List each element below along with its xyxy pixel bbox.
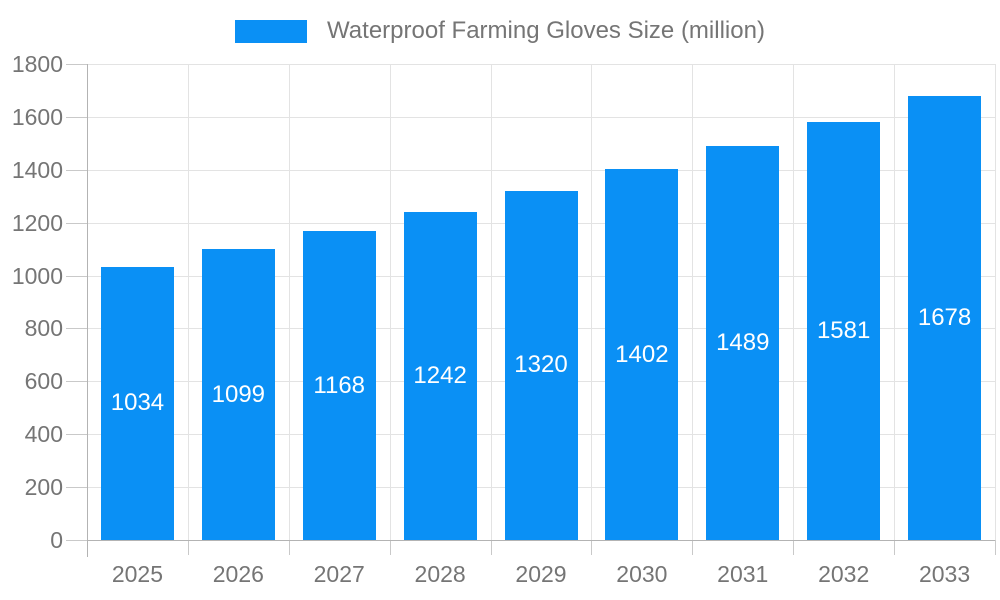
x-axis-tick-label: 2026	[212, 561, 264, 587]
y-axis-tick	[66, 116, 87, 118]
x-gridline	[793, 64, 795, 540]
x-gridline	[591, 64, 593, 540]
x-gridline	[995, 64, 996, 540]
bar	[302, 231, 376, 540]
y-axis-tick-label: 1800	[11, 51, 63, 77]
y-axis-tick	[66, 222, 87, 224]
x-gridline	[187, 64, 189, 540]
x-axis-tick	[389, 540, 391, 555]
y-axis-tick	[66, 328, 87, 330]
y-axis-tick	[66, 275, 87, 277]
bar-value-label: 1489	[716, 329, 770, 357]
x-axis-tick	[692, 540, 694, 555]
legend-label: Waterproof Farming Gloves Size (million)	[327, 17, 765, 44]
y-axis-tick-label: 1400	[11, 156, 63, 183]
bar	[100, 266, 174, 540]
bar	[807, 121, 881, 540]
y-axis-tick-label: 0	[50, 527, 63, 553]
bar-value-label: 1320	[514, 351, 568, 379]
x-axis-tick	[187, 540, 189, 555]
y-axis-tick	[66, 64, 87, 65]
x-axis-tick-label: 2027	[313, 561, 365, 587]
x-axis-tick-label: 2025	[111, 561, 164, 587]
y-axis-tick-label: 600	[24, 368, 63, 395]
x-axis-tick-label: 2031	[717, 561, 769, 587]
x-axis-tick	[591, 540, 593, 555]
y-axis-tick	[66, 540, 87, 541]
y-axis-tick-label: 1600	[11, 103, 63, 130]
x-gridline	[288, 64, 290, 540]
x-gridline	[389, 64, 391, 540]
y-gridline	[87, 169, 995, 171]
legend-swatch	[235, 19, 308, 43]
x-axis-tick-label: 2028	[414, 561, 466, 587]
y-axis-tick-label: 1000	[11, 262, 63, 289]
legend: Waterproof Farming Gloves Size (million)	[0, 17, 1000, 45]
bar	[908, 96, 982, 540]
x-axis-tick	[894, 540, 896, 555]
x-axis-tick-label: 2030	[616, 561, 668, 587]
y-axis-tick	[66, 169, 87, 171]
x-axis-tick	[995, 540, 996, 555]
bar	[403, 211, 477, 540]
y-axis-tick-label: 800	[24, 315, 63, 342]
bar-value-label: 1242	[413, 361, 467, 389]
x-axis-tick-label: 2033	[918, 561, 971, 587]
bar-value-label: 1402	[615, 340, 669, 368]
bar	[605, 169, 679, 540]
bar	[504, 190, 578, 540]
x-gridline	[894, 64, 896, 540]
y-axis-tick	[66, 381, 87, 383]
x-gridline	[692, 64, 694, 540]
y-axis-tick-label: 200	[24, 474, 63, 501]
x-axis-tick-label: 2029	[515, 561, 567, 587]
y-axis-tick-label: 1200	[11, 209, 63, 236]
x-axis-tick	[490, 540, 492, 555]
bar-value-label: 1034	[110, 389, 165, 417]
y-axis-tick	[66, 434, 87, 436]
x-gridline	[490, 64, 492, 540]
y-gridline	[87, 64, 995, 65]
x-axis-tick-label: 2032	[818, 561, 870, 587]
y-gridline	[87, 116, 995, 118]
y-axis-tick-label: 400	[24, 421, 63, 448]
bar-value-label: 1678	[917, 304, 972, 332]
bar-value-label: 1099	[211, 380, 266, 408]
y-axis-tick	[66, 487, 87, 489]
x-axis-tick	[288, 540, 290, 555]
x-axis-tick	[793, 540, 795, 555]
bar	[706, 146, 780, 540]
bar-value-label: 1581	[816, 316, 871, 344]
bar-value-label: 1168	[313, 371, 366, 399]
x-axis-line	[87, 540, 995, 541]
bar	[201, 249, 275, 540]
y-axis-line	[87, 64, 88, 557]
